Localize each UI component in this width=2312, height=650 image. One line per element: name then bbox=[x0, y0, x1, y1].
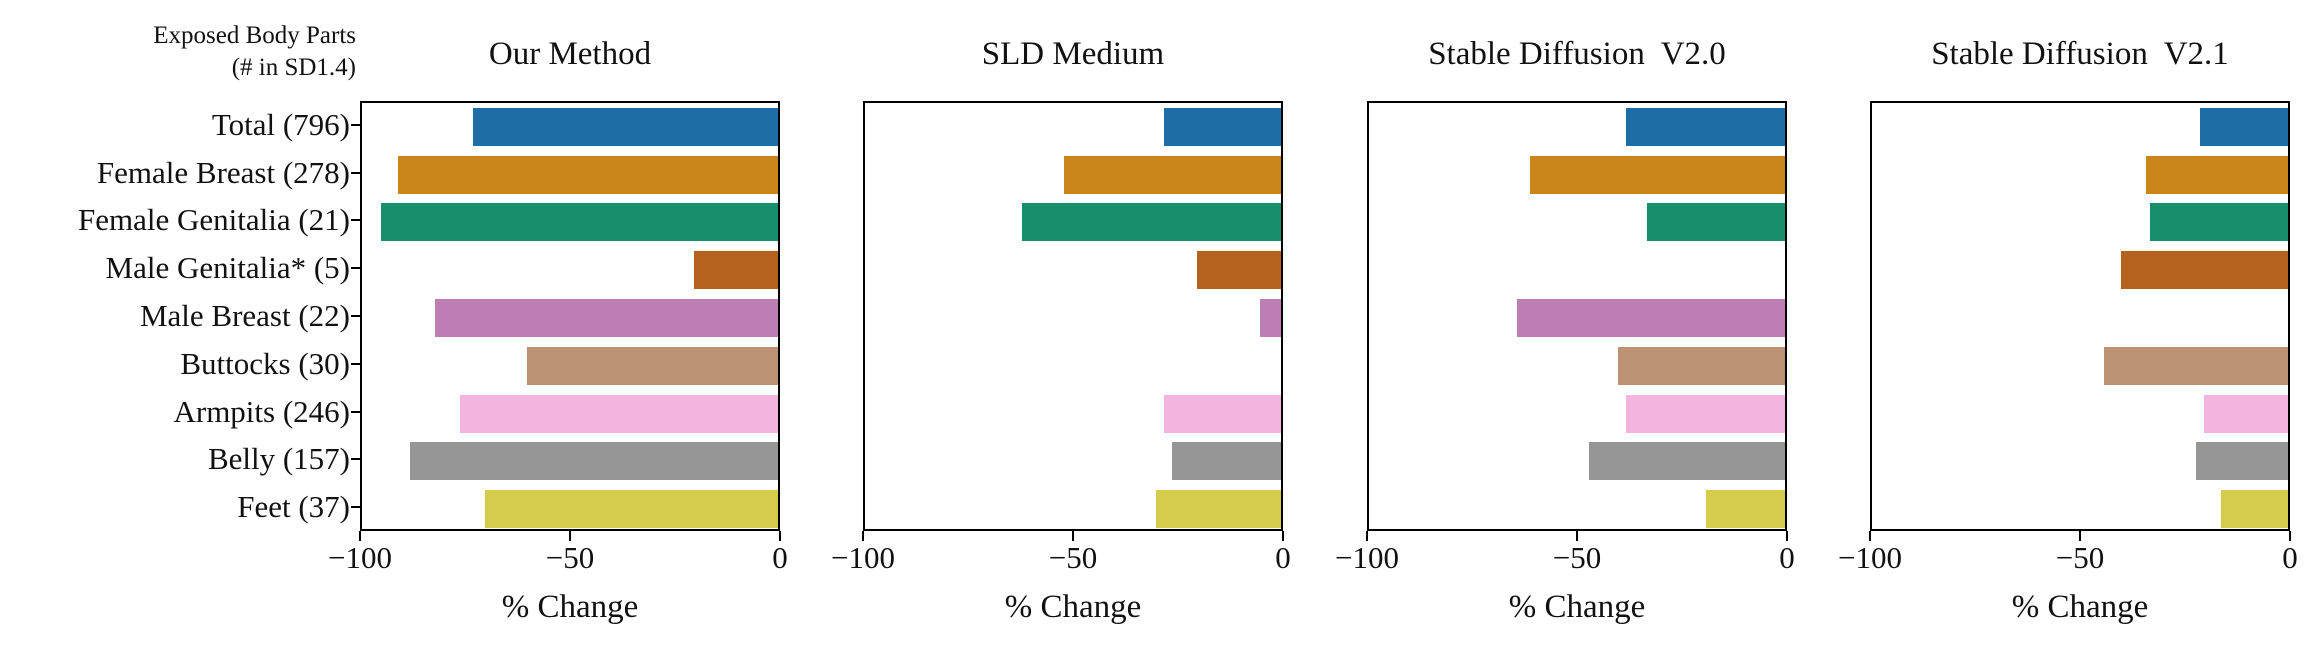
x-tick-label: −100 bbox=[1335, 540, 1399, 575]
bar-buttocks-30 bbox=[1618, 347, 1785, 385]
y-axis-header-line1: Exposed Body Parts bbox=[153, 22, 356, 49]
x-tick-label: −100 bbox=[831, 540, 895, 575]
x-tick-label: 0 bbox=[1779, 540, 1795, 575]
y-tick-label-male-breast-22: Male Breast (22) bbox=[139, 298, 350, 333]
panel-title-sld-medium: SLD Medium bbox=[981, 36, 1165, 72]
bar-male-breast-22 bbox=[1260, 299, 1281, 337]
x-tick-label: 0 bbox=[772, 540, 788, 575]
bar-female-genitalia-21 bbox=[1647, 203, 1785, 241]
bar-buttocks-30 bbox=[527, 347, 778, 385]
panel-stable-diffusion-v2-1 bbox=[1870, 101, 2290, 531]
x-tick-label: −50 bbox=[1048, 540, 1098, 575]
x-tick-label: −100 bbox=[328, 540, 392, 575]
x-tick-mark bbox=[2079, 531, 2081, 541]
bar-male-genitalia-5 bbox=[1197, 251, 1281, 289]
y-tick-mark bbox=[351, 363, 360, 365]
y-tick-label-male-genitalia-5: Male Genitalia* (5) bbox=[105, 250, 350, 285]
bar-female-genitalia-21 bbox=[381, 203, 778, 241]
x-tick-label: −50 bbox=[545, 540, 595, 575]
panel-title-our-method: Our Method bbox=[488, 36, 652, 72]
y-tick-mark bbox=[351, 219, 360, 221]
panel-title-stable-diffusion-v2-1: Stable Diffusion V2.1 bbox=[1931, 36, 2229, 72]
bar-total-796 bbox=[1164, 108, 1281, 146]
y-tick-mark bbox=[351, 315, 360, 317]
x-tick-mark bbox=[1072, 531, 1074, 541]
panel-stable-diffusion-v2-0 bbox=[1367, 101, 1787, 531]
panel-our-method bbox=[360, 101, 780, 531]
y-tick-mark bbox=[351, 172, 360, 174]
bar-total-796 bbox=[2200, 108, 2288, 146]
bar-feet-37 bbox=[1156, 490, 1281, 528]
y-axis-header: Exposed Body Parts (# in SD1.4) bbox=[0, 20, 356, 84]
x-tick-label: 0 bbox=[2282, 540, 2298, 575]
x-tick-mark bbox=[1366, 531, 1368, 541]
y-tick-label-female-genitalia-21: Female Genitalia (21) bbox=[77, 202, 350, 237]
bar-belly-157 bbox=[1172, 442, 1281, 480]
y-axis-header-line2: (# in SD1.4) bbox=[231, 54, 356, 81]
x-tick-label: −100 bbox=[1838, 540, 1902, 575]
x-tick-label: −50 bbox=[2055, 540, 2105, 575]
bar-female-genitalia-21 bbox=[1022, 203, 1281, 241]
x-tick-mark bbox=[359, 531, 361, 541]
bar-belly-157 bbox=[410, 442, 778, 480]
bar-belly-157 bbox=[2196, 442, 2288, 480]
bar-male-genitalia-5 bbox=[2121, 251, 2288, 289]
y-tick-label-armpits-246: Armpits (246) bbox=[173, 394, 350, 429]
y-tick-mark bbox=[351, 506, 360, 508]
x-tick-mark bbox=[1786, 531, 1788, 541]
bar-total-796 bbox=[1626, 108, 1785, 146]
bar-armpits-246 bbox=[1626, 395, 1785, 433]
y-tick-label-feet-37: Feet (37) bbox=[237, 489, 350, 524]
x-tick-mark bbox=[862, 531, 864, 541]
bar-armpits-246 bbox=[1164, 395, 1281, 433]
bar-belly-157 bbox=[1589, 442, 1785, 480]
bar-feet-37 bbox=[2221, 490, 2288, 528]
x-tick-mark bbox=[1869, 531, 1871, 541]
bar-female-breast-278 bbox=[2146, 156, 2288, 194]
x-axis-label: % Change bbox=[2011, 589, 2149, 625]
x-tick-label: 0 bbox=[1275, 540, 1291, 575]
panel-sld-medium bbox=[863, 101, 1283, 531]
bar-male-breast-22 bbox=[435, 299, 778, 337]
y-tick-mark bbox=[351, 411, 360, 413]
bar-total-796 bbox=[473, 108, 778, 146]
bar-feet-37 bbox=[1706, 490, 1785, 528]
y-tick-mark bbox=[351, 267, 360, 269]
x-tick-mark bbox=[2289, 531, 2291, 541]
y-tick-mark bbox=[351, 458, 360, 460]
bar-male-breast-22 bbox=[1517, 299, 1785, 337]
x-axis-label: % Change bbox=[501, 589, 639, 625]
x-axis-label: % Change bbox=[1508, 589, 1646, 625]
y-tick-label-total-796: Total (796) bbox=[211, 107, 350, 142]
bar-male-genitalia-5 bbox=[694, 251, 778, 289]
x-tick-mark bbox=[1576, 531, 1578, 541]
bar-feet-37 bbox=[485, 490, 778, 528]
bar-buttocks-30 bbox=[2104, 347, 2288, 385]
x-tick-mark bbox=[1282, 531, 1284, 541]
bar-female-breast-278 bbox=[398, 156, 778, 194]
x-tick-label: −50 bbox=[1552, 540, 1602, 575]
x-tick-mark bbox=[779, 531, 781, 541]
bar-female-breast-278 bbox=[1530, 156, 1785, 194]
y-tick-mark bbox=[351, 124, 360, 126]
bar-armpits-246 bbox=[2204, 395, 2288, 433]
y-tick-label-buttocks-30: Buttocks (30) bbox=[180, 346, 350, 381]
bar-armpits-246 bbox=[460, 395, 778, 433]
y-tick-label-female-breast-278: Female Breast (278) bbox=[96, 155, 350, 190]
bar-female-genitalia-21 bbox=[2150, 203, 2288, 241]
y-tick-label-belly-157: Belly (157) bbox=[207, 441, 350, 476]
x-tick-mark bbox=[569, 531, 571, 541]
panel-title-stable-diffusion-v2-0: Stable Diffusion V2.0 bbox=[1428, 36, 1726, 72]
bar-female-breast-278 bbox=[1064, 156, 1281, 194]
x-axis-label: % Change bbox=[1004, 589, 1142, 625]
